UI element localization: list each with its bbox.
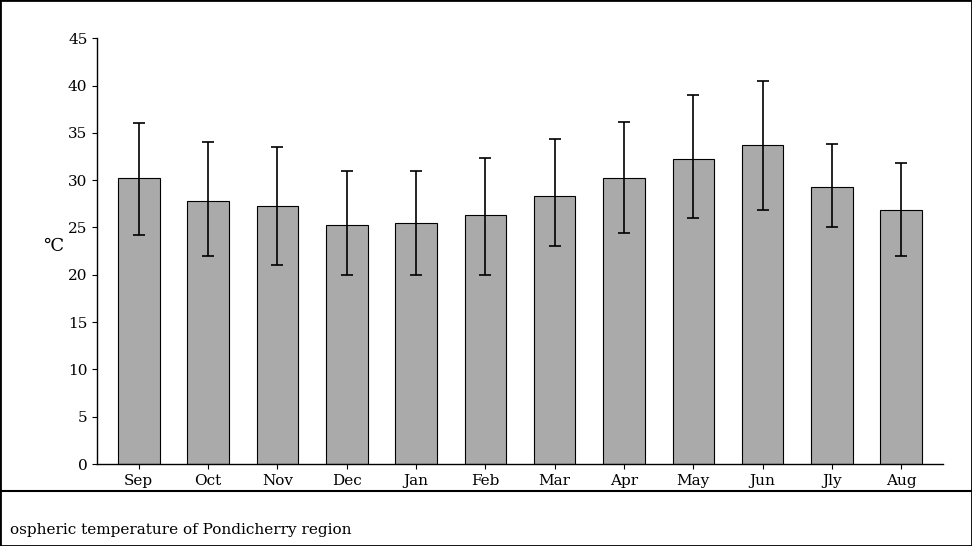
Bar (118, 179, 159, 464)
Bar (465, 215, 506, 464)
Text: ospheric temperature of Pondicherry region: ospheric temperature of Pondicherry regi… (10, 523, 351, 537)
Bar (742, 145, 783, 464)
Bar (534, 196, 575, 464)
Bar (188, 201, 228, 464)
Bar (604, 179, 644, 464)
Text: ℃: ℃ (44, 237, 63, 254)
Bar (257, 206, 298, 464)
Bar (396, 223, 436, 464)
Bar (881, 210, 922, 464)
Bar (673, 159, 714, 464)
Bar (812, 187, 852, 464)
Bar (326, 224, 367, 464)
